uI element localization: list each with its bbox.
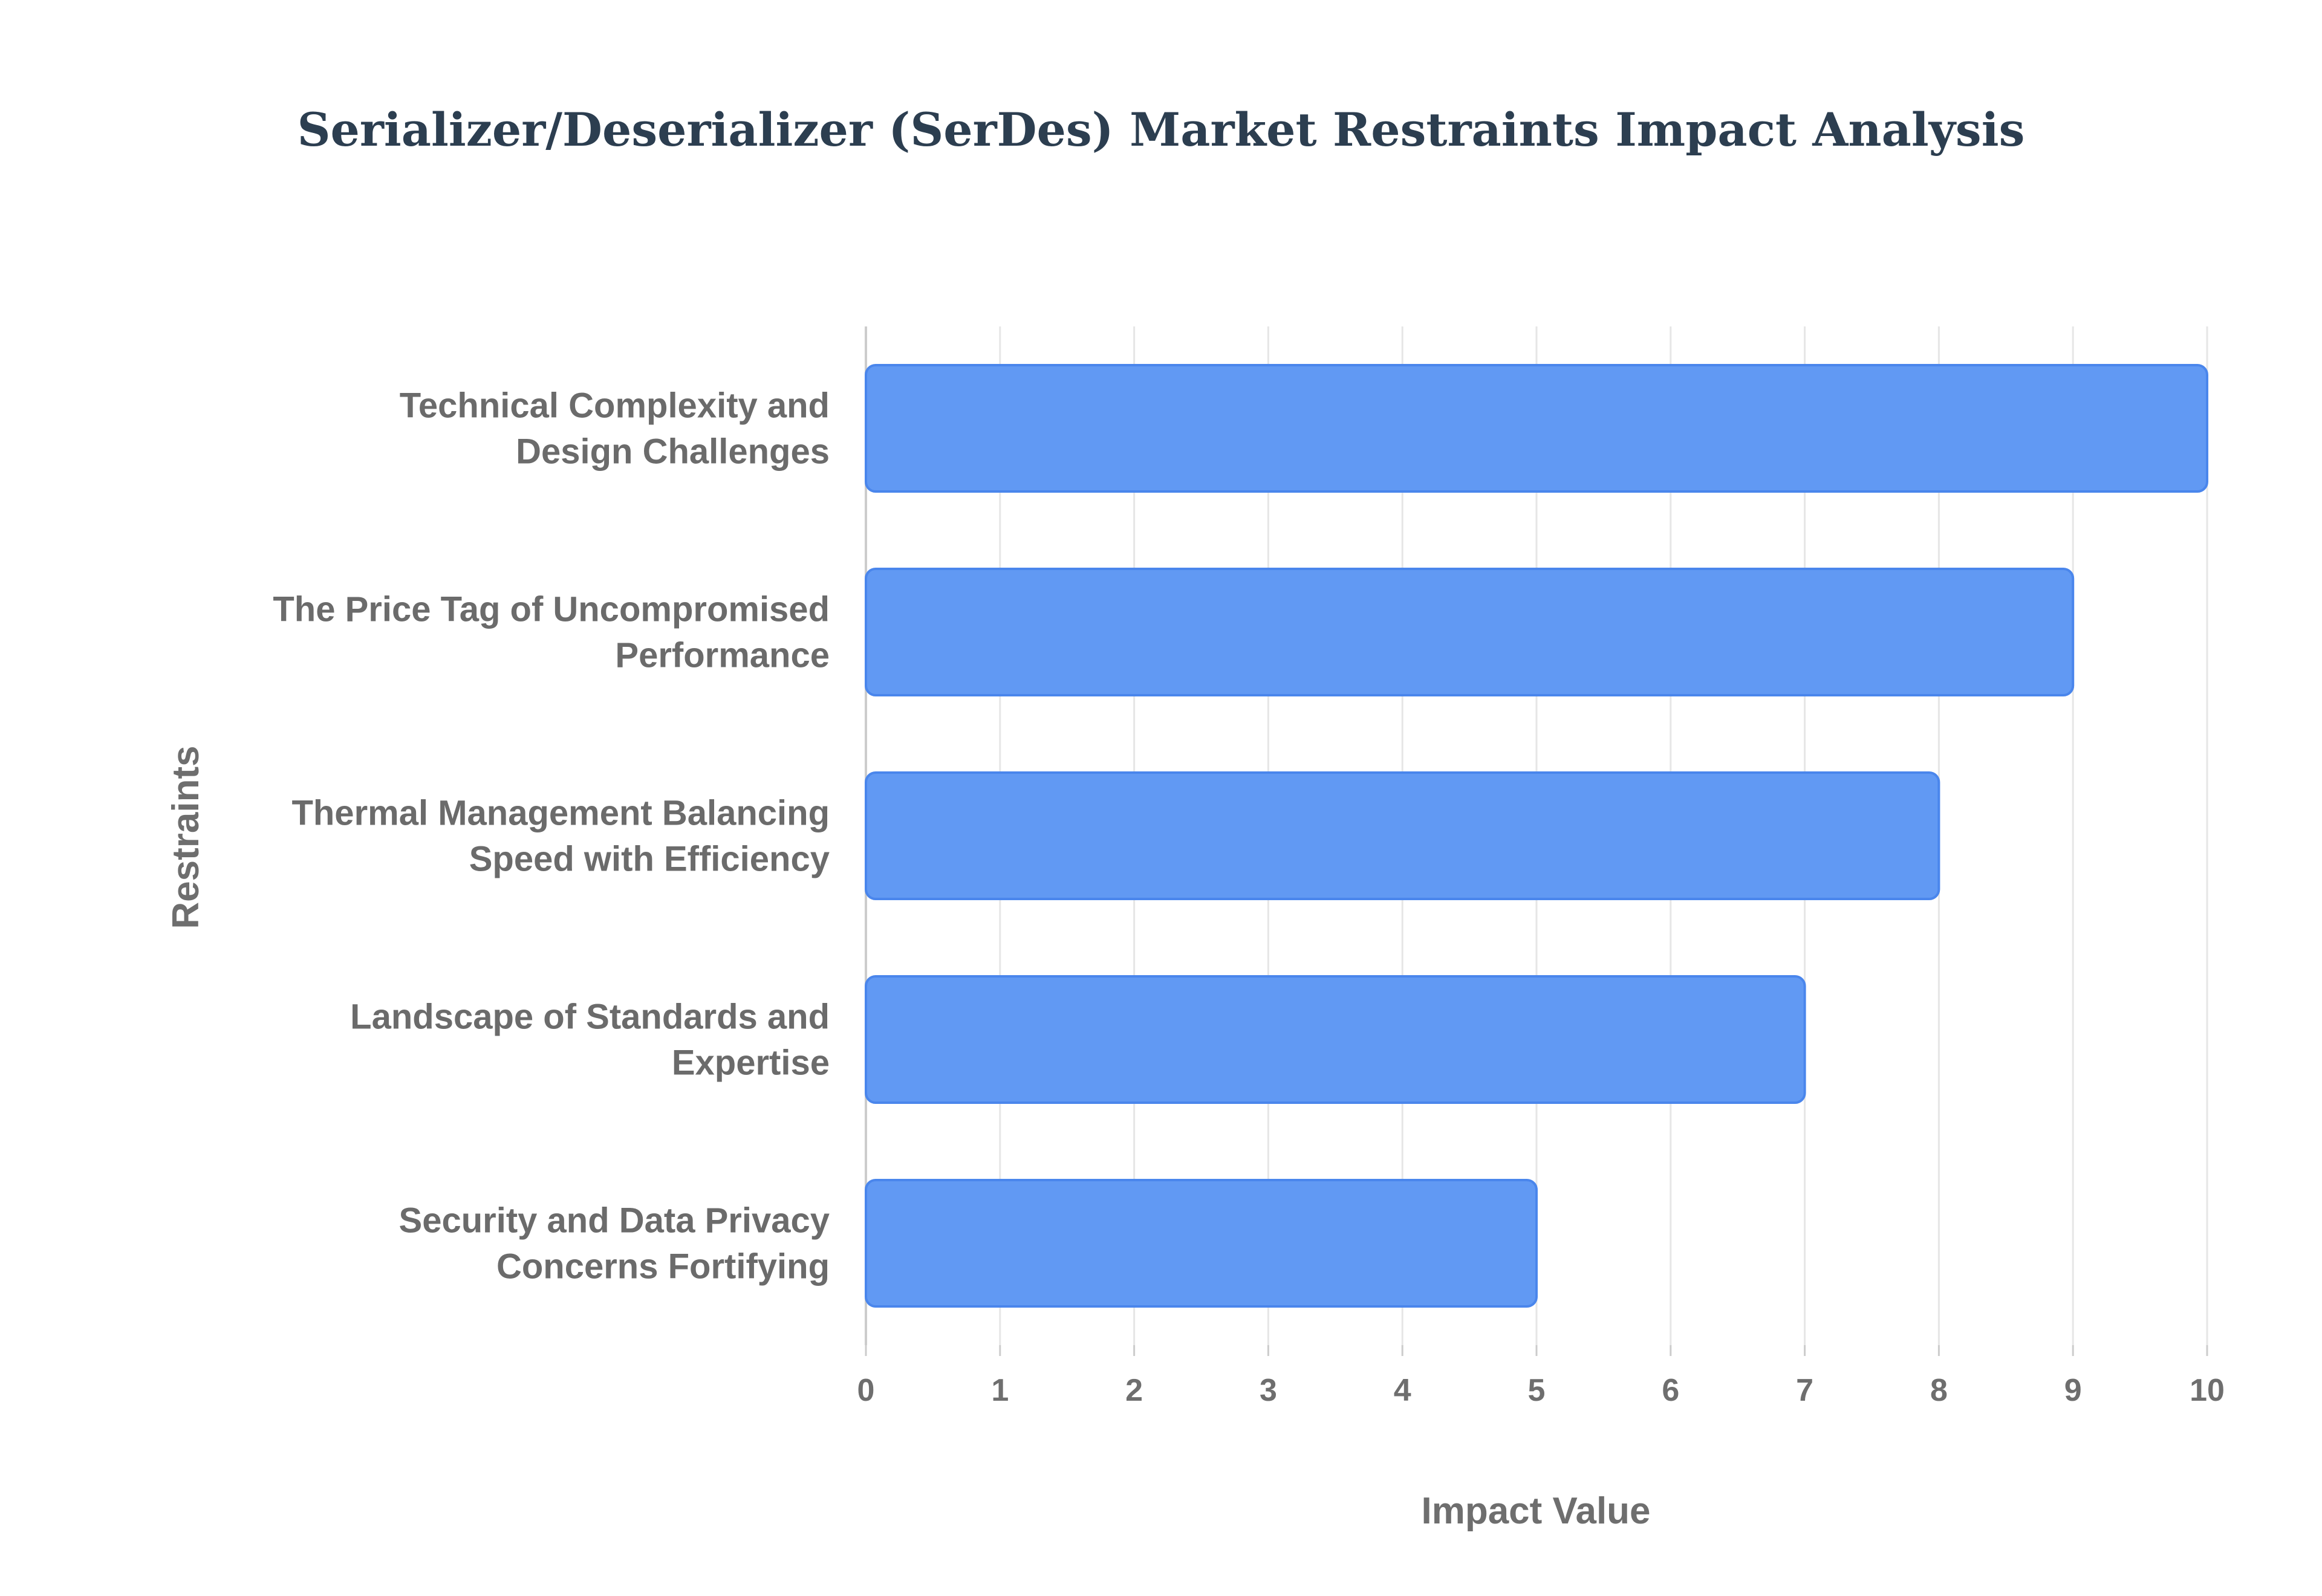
x-tick-label: 9 xyxy=(2064,1373,2082,1408)
chart-title: Serializer/Deserializer (SerDes) Market … xyxy=(297,103,2025,157)
category-label: Landscape of Standards and Expertise xyxy=(350,997,830,1083)
x-tick-label: 7 xyxy=(1796,1373,1813,1408)
category-label-line: The Price Tag of Uncompromised xyxy=(273,590,830,629)
category-label-line: Security and Data Privacy xyxy=(399,1201,830,1241)
bar[interactable] xyxy=(865,364,2208,493)
x-tick-label: 10 xyxy=(2190,1373,2225,1408)
category-label-line: Landscape of Standards and xyxy=(350,997,830,1037)
x-tick-label: 6 xyxy=(1662,1373,1679,1408)
x-tick-label: 2 xyxy=(1125,1373,1143,1408)
x-tick-label: 4 xyxy=(1394,1373,1411,1408)
x-tick-label: 3 xyxy=(1260,1373,1277,1408)
x-axis-title: Impact Value xyxy=(1421,1490,1650,1532)
category-label-line: Performance xyxy=(615,636,830,675)
y-axis-title: Restraints xyxy=(165,745,207,929)
bar[interactable] xyxy=(865,1179,1538,1308)
category-label: Thermal Management Balancing Speed with E… xyxy=(291,794,830,879)
category-label-line: Expertise xyxy=(672,1043,830,1083)
category-label-line: Thermal Management Balancing xyxy=(291,794,830,833)
category-label-line: Design Challenges xyxy=(516,432,830,472)
x-tick-labels: 0 1 2 3 4 5 6 7 8 9 10 xyxy=(857,1373,2225,1408)
x-tick-label: 0 xyxy=(857,1373,875,1408)
category-label-line: Technical Complexity and xyxy=(400,386,830,426)
category-label: Security and Data Privacy Concerns Fortif… xyxy=(399,1201,830,1286)
bars xyxy=(865,364,2208,1308)
bar[interactable] xyxy=(865,975,1806,1104)
x-tick-label: 1 xyxy=(991,1373,1009,1408)
category-label: The Price Tag of Uncompromised Performanc… xyxy=(273,590,830,675)
category-label: Technical Complexity and Design Challenge… xyxy=(400,386,830,472)
category-label-line: Speed with Efficiency xyxy=(469,840,830,879)
category-label-line: Concerns Fortifying xyxy=(496,1247,830,1286)
x-tick-label: 5 xyxy=(1528,1373,1546,1408)
x-tick-label: 8 xyxy=(1930,1373,1948,1408)
category-labels: Technical Complexity and Design Challenge… xyxy=(273,386,830,1286)
bar[interactable] xyxy=(865,568,2075,696)
bar[interactable] xyxy=(865,771,1940,900)
